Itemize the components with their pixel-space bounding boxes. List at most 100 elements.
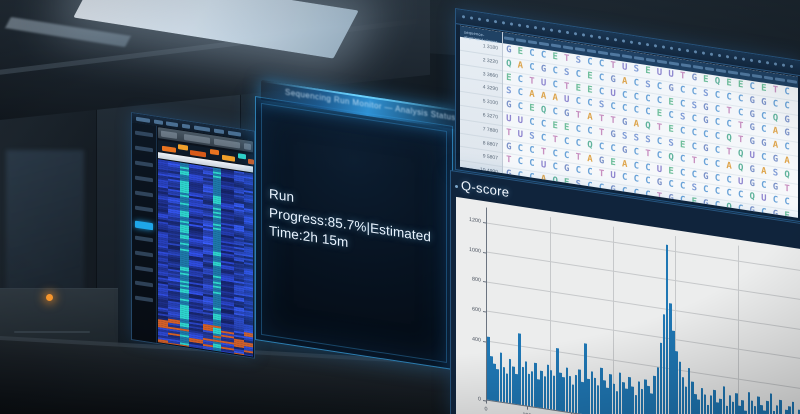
sequence-base: C — [691, 114, 697, 125]
sequence-base: C — [645, 107, 651, 118]
heatmap-cell — [158, 343, 168, 347]
chart-bar — [644, 379, 647, 414]
sequence-base: E — [737, 79, 744, 91]
x-axis-tick-mark — [526, 406, 528, 410]
column-header-tick — [704, 66, 715, 72]
sequence-base: C — [552, 162, 558, 173]
sequence-base: C — [691, 86, 697, 98]
chart-bar — [505, 373, 509, 403]
sequence-base: T — [575, 110, 582, 122]
sequence-base: T — [564, 53, 570, 65]
sequence-base: C — [552, 79, 558, 91]
sequence-base: C — [656, 150, 663, 162]
chart-bar — [618, 372, 622, 414]
header-dot-icon — [590, 34, 593, 38]
sequence-base: E — [656, 108, 663, 120]
sequence-base: C — [575, 165, 582, 177]
chart-bar — [757, 396, 760, 414]
sidebar-item-12[interactable] — [135, 295, 153, 303]
sidebar-item-11[interactable] — [135, 280, 153, 288]
sequence-base: S — [564, 67, 570, 79]
chart-bar — [665, 244, 669, 414]
sequence-base: C — [645, 93, 651, 105]
sequence-base: C — [656, 81, 663, 93]
chart-bar — [603, 380, 606, 414]
sequence-base: C — [749, 81, 755, 93]
chart-bar — [662, 313, 666, 414]
header-dot-icon — [502, 21, 505, 25]
sequence-base: C — [726, 91, 732, 103]
sidebar-item-6[interactable] — [135, 205, 153, 213]
sequence-base: S — [668, 138, 674, 150]
chart-bar — [622, 381, 625, 414]
chart-bar — [672, 330, 675, 414]
sequence-base: C — [575, 96, 582, 108]
sequence-base: C — [761, 179, 767, 191]
heatmap-cell — [244, 354, 253, 357]
sidebar-item-2[interactable] — [135, 145, 153, 153]
chart-bar — [587, 378, 590, 414]
sequence-base: C — [598, 141, 605, 153]
sequence-base: C — [714, 131, 721, 143]
sequence-base: E — [726, 78, 732, 89]
sequence-base: C — [529, 48, 535, 60]
sequence-base: G — [610, 129, 616, 141]
y-axis-tick-label: 800 — [472, 276, 481, 284]
column-header-tick — [586, 48, 597, 54]
sidebar-item-8[interactable] — [135, 235, 153, 243]
sequence-base: Q — [540, 105, 547, 116]
left-monitor[interactable] — [131, 112, 255, 359]
chart-bar — [487, 336, 490, 400]
heatmap-cell — [202, 353, 214, 357]
column-header-tick — [657, 59, 668, 65]
sequence-base: C — [587, 167, 593, 179]
heatmap-cell — [202, 349, 214, 354]
sequence-base: G — [564, 108, 570, 120]
chart-bar — [634, 394, 638, 414]
sidebar-item-5[interactable] — [135, 190, 153, 198]
sequence-base: U — [517, 115, 524, 127]
sidebar-item-10[interactable] — [135, 265, 153, 273]
heatmap-cell — [158, 345, 168, 349]
heatmap-cell — [188, 349, 203, 354]
sidebar-item-3[interactable] — [135, 160, 153, 168]
sequence-base: T — [598, 127, 605, 139]
sidebar-item-7[interactable] — [135, 220, 153, 231]
center-status-monitor[interactable]: Sequencing Run Monitor — Analysis Status… — [255, 79, 458, 370]
chart-bar — [728, 394, 732, 414]
sequence-base: A — [761, 166, 767, 177]
heatmap-cell — [213, 351, 222, 355]
chart-bar — [659, 343, 663, 414]
estimated-label: Estimated — [370, 220, 431, 245]
sequence-base: A — [517, 60, 524, 72]
sequence-base: T — [656, 122, 663, 134]
sequence-base: C — [703, 184, 709, 196]
header-dot-icon — [710, 52, 713, 57]
sequence-base: E — [552, 120, 558, 132]
header-dot-icon — [582, 33, 585, 37]
sequence-base: C — [517, 143, 524, 154]
sequence-base: G — [506, 99, 512, 111]
left-monitor-sidebar[interactable] — [132, 122, 157, 343]
chart-bar — [687, 367, 691, 414]
sidebar-item-1[interactable] — [135, 130, 153, 138]
y-axis-tick-label: 600 — [472, 306, 481, 314]
sequence-base: U — [737, 176, 744, 188]
chart-bar — [521, 367, 525, 406]
sidebar-item-9[interactable] — [135, 250, 153, 258]
chart-bar — [590, 370, 594, 414]
sequence-base: C — [633, 160, 640, 172]
run-metrics-heatmap[interactable] — [158, 159, 253, 357]
sequence-base: Q — [714, 76, 721, 88]
sidebar-item-4[interactable] — [135, 175, 153, 183]
sequence-base: T — [598, 113, 605, 125]
sequence-base: A — [726, 160, 732, 172]
sequence-base: G — [622, 145, 628, 156]
y-axis-tick-label: 1000 — [469, 246, 481, 255]
chart-bar — [747, 391, 751, 414]
sequence-base: C — [772, 195, 779, 207]
sequence-base: C — [622, 89, 628, 101]
sequence-base: T — [737, 121, 744, 133]
chart-bar — [537, 379, 540, 408]
